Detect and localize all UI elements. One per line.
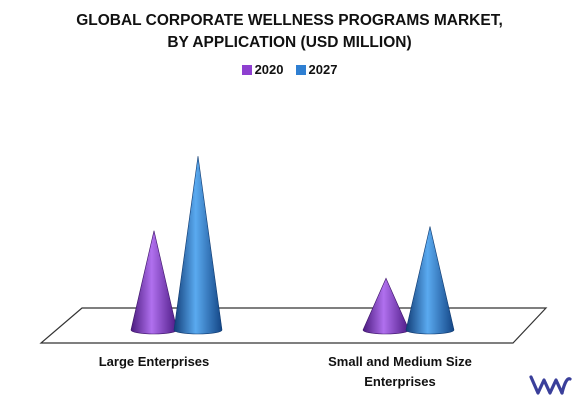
legend-item-2027: 2027 bbox=[295, 62, 338, 77]
legend-swatch-2027 bbox=[295, 64, 306, 75]
chart-floor bbox=[39, 307, 548, 344]
legend-swatch-2020 bbox=[241, 64, 252, 75]
cone-2020-sme bbox=[362, 277, 410, 335]
cone-2020-large-enterprises bbox=[130, 230, 178, 335]
chart-title-line-1: GLOBAL CORPORATE WELLNESS PROGRAMS MARKE… bbox=[76, 12, 503, 29]
chart-legend: 2020 2027 bbox=[0, 62, 579, 77]
vmr-logo-icon bbox=[529, 375, 572, 395]
chart-title: GLOBAL CORPORATE WELLNESS PROGRAMS MARKE… bbox=[0, 10, 579, 54]
category-label-sme-line-2: Enterprises bbox=[364, 374, 436, 389]
category-label-large-enterprises-line-1: Large Enterprises bbox=[98, 354, 210, 369]
chart-title-line-2: BY APPLICATION (USD MILLION) bbox=[167, 34, 412, 51]
cone-2027-large-enterprises bbox=[173, 156, 223, 335]
cone-2027-sme bbox=[405, 226, 455, 335]
category-label-large-enterprises: Large Enterprises bbox=[44, 352, 264, 372]
legend-label-2020: 2020 bbox=[254, 62, 284, 77]
category-label-sme: Small and Medium Size Enterprises bbox=[290, 352, 510, 392]
legend-label-2027: 2027 bbox=[308, 62, 338, 77]
legend-item-2020: 2020 bbox=[241, 62, 284, 77]
category-label-sme-line-1: Small and Medium Size bbox=[328, 354, 472, 369]
